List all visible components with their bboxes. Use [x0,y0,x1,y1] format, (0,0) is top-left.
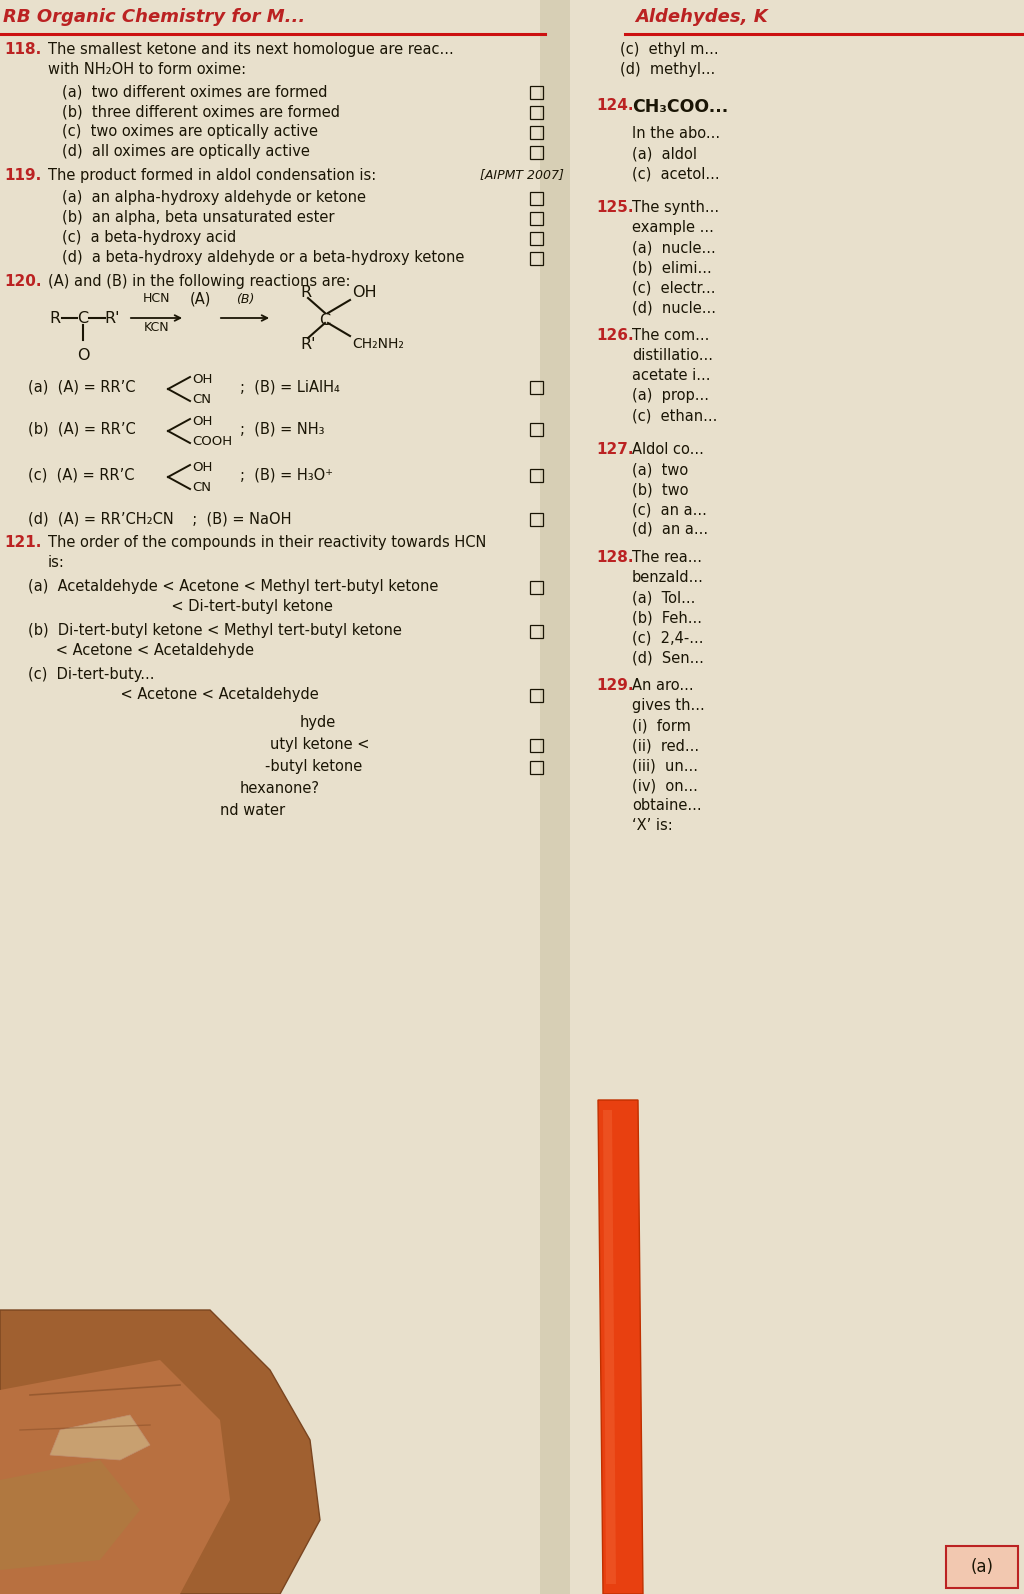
Text: Aldehydes, K: Aldehydes, K [635,8,768,26]
Text: 121.: 121. [4,536,41,550]
Text: The rea...: The rea... [632,550,702,564]
Text: R': R' [300,336,315,352]
Text: (iii)  un...: (iii) un... [632,759,698,773]
Text: (c)  electr...: (c) electr... [632,281,716,295]
Text: 126.: 126. [596,328,634,343]
Text: (b)  an alpha, beta unsaturated ester: (b) an alpha, beta unsaturated ester [62,210,335,225]
Polygon shape [0,1460,140,1570]
Text: (a)  Tol...: (a) Tol... [632,590,695,606]
Text: C: C [319,312,331,327]
Text: (A): (A) [190,292,211,306]
Text: The product formed in aldol condensation is:: The product formed in aldol condensation… [48,167,376,183]
Text: (d)  nucle...: (d) nucle... [632,300,716,316]
FancyBboxPatch shape [540,0,570,1594]
Text: The synth...: The synth... [632,199,719,215]
Text: (i)  form: (i) form [632,717,691,733]
Text: RB Organic Chemistry for M...: RB Organic Chemistry for M... [3,8,305,26]
Text: CH₂NH₂: CH₂NH₂ [352,336,403,351]
Text: 125.: 125. [596,199,634,215]
Text: gives th...: gives th... [632,698,705,713]
Text: (b)  Feh...: (b) Feh... [632,611,702,625]
Text: CN: CN [193,394,211,406]
Text: (c)  a beta-hydroxy acid: (c) a beta-hydroxy acid [62,230,237,245]
Text: distillatio...: distillatio... [632,347,713,363]
Text: (a)  prop...: (a) prop... [632,387,709,403]
FancyBboxPatch shape [946,1546,1018,1588]
Text: CN: CN [193,481,211,494]
Text: An aro...: An aro... [632,677,693,693]
Text: KCN: KCN [143,320,169,335]
Text: is:: is: [48,555,65,571]
Text: R: R [49,311,60,325]
Text: < Di-tert-butyl ketone: < Di-tert-butyl ketone [28,599,333,614]
Text: 128.: 128. [596,550,634,564]
Text: ;  (B) = H₃O⁺: ; (B) = H₃O⁺ [240,467,333,481]
Text: (d)  a beta-hydroxy aldehyde or a beta-hydroxy ketone: (d) a beta-hydroxy aldehyde or a beta-hy… [62,250,464,265]
Text: benzald...: benzald... [632,571,703,585]
Text: 124.: 124. [596,97,634,113]
Text: (a)  two different oximes are formed: (a) two different oximes are formed [62,84,328,99]
Text: 119.: 119. [4,167,41,183]
Text: The order of the compounds in their reactivity towards HCN: The order of the compounds in their reac… [48,536,486,550]
Text: ;  (B) = NH₃: ; (B) = NH₃ [240,421,325,437]
Polygon shape [598,1100,643,1594]
Text: 127.: 127. [596,442,634,457]
Text: nd water: nd water [220,803,285,818]
Text: (b)  three different oximes are formed: (b) three different oximes are formed [62,104,340,120]
Text: (d)  (A) = RR’CH₂CN    ;  (B) = NaOH: (d) (A) = RR’CH₂CN ; (B) = NaOH [28,512,292,526]
Text: -butyl ketone: -butyl ketone [265,759,362,775]
Text: (c)  (A) = RR’C: (c) (A) = RR’C [28,467,134,481]
Text: (d)  an a...: (d) an a... [632,521,709,537]
Text: hexanone?: hexanone? [240,781,319,795]
Text: (d)  all oximes are optically active: (d) all oximes are optically active [62,143,310,159]
Text: < Acetone < Acetaldehyde: < Acetone < Acetaldehyde [28,642,254,658]
Text: (c)  Di-tert-buty...: (c) Di-tert-buty... [28,666,155,682]
Text: (c)  ethyl m...: (c) ethyl m... [620,41,719,57]
Text: (iv)  on...: (iv) on... [632,778,698,792]
Text: R: R [300,284,311,300]
Text: ;  (B) = LiAlH₄: ; (B) = LiAlH₄ [240,379,340,394]
Text: (c)  an a...: (c) an a... [632,502,707,516]
Text: < Acetone < Acetaldehyde: < Acetone < Acetaldehyde [28,687,318,701]
Text: R': R' [104,311,120,325]
Text: with NH₂OH to form oxime:: with NH₂OH to form oxime: [48,62,246,77]
Text: (d)  methyl...: (d) methyl... [620,62,715,77]
Text: (a)  aldol: (a) aldol [632,147,697,161]
Text: 129.: 129. [596,677,634,693]
Text: OH: OH [193,414,212,429]
Text: (a): (a) [971,1557,993,1576]
Text: (b)  Di-tert-butyl ketone < Methyl tert-butyl ketone: (b) Di-tert-butyl ketone < Methyl tert-b… [28,623,401,638]
Polygon shape [603,1109,616,1584]
Text: hyde: hyde [300,716,336,730]
Text: (ii)  red...: (ii) red... [632,738,699,752]
Text: HCN: HCN [142,292,170,304]
Polygon shape [50,1415,150,1460]
Text: (b)  two: (b) two [632,481,688,497]
Text: 118.: 118. [4,41,41,57]
Text: (b)  (A) = RR’C: (b) (A) = RR’C [28,421,136,437]
Text: 120.: 120. [4,274,42,289]
Text: (A) and (B) in the following reactions are:: (A) and (B) in the following reactions a… [48,274,350,289]
Text: (a)  Acetaldehyde < Acetone < Methyl tert-butyl ketone: (a) Acetaldehyde < Acetone < Methyl tert… [28,579,438,595]
Text: C: C [78,311,88,325]
Text: acetate i...: acetate i... [632,368,711,383]
Text: (a)  (A) = RR’C: (a) (A) = RR’C [28,379,135,394]
Text: (c)  acetol...: (c) acetol... [632,166,720,182]
Text: [AIPMT 2007]: [AIPMT 2007] [480,167,564,182]
Text: The com...: The com... [632,328,710,343]
Polygon shape [0,1360,230,1594]
Text: (B): (B) [236,293,254,306]
Text: (d)  Sen...: (d) Sen... [632,650,703,665]
Text: CH₃COO...: CH₃COO... [632,97,728,116]
Text: obtaine...: obtaine... [632,799,701,813]
Text: O: O [77,347,89,363]
Text: (a)  an alpha-hydroxy aldehyde or ketone: (a) an alpha-hydroxy aldehyde or ketone [62,190,366,206]
Text: (a)  nucle...: (a) nucle... [632,241,716,255]
Text: Aldol co...: Aldol co... [632,442,703,457]
Text: (c)  two oximes are optically active: (c) two oximes are optically active [62,124,318,139]
Text: (c)  2,4-...: (c) 2,4-... [632,630,703,646]
Text: In the abo...: In the abo... [632,126,720,140]
Text: (a)  two: (a) two [632,462,688,477]
Text: OH: OH [352,284,377,300]
